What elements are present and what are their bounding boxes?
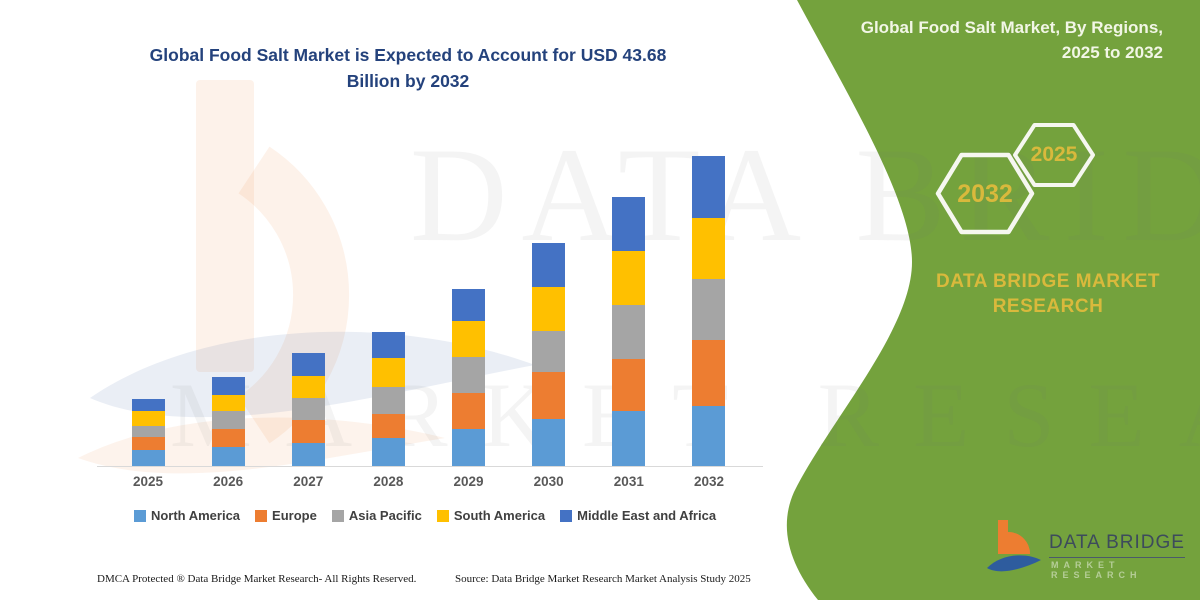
x-axis-label-2026: 2026 <box>213 474 244 489</box>
company-logo-subtitle: MARKET RESEARCH <box>1051 560 1142 580</box>
bar-segment-2031-north-america <box>612 411 646 466</box>
bar-segment-2031-middle-east-and-africa <box>612 196 646 252</box>
brand-name-text: DATA BRIDGE MARKET RESEARCH <box>920 270 1176 319</box>
bar-segment-2030-north-america <box>532 419 566 466</box>
legend-swatch-icon <box>331 509 344 522</box>
bar-segment-2027-middle-east-and-africa <box>291 353 325 376</box>
bar-segment-2025-middle-east-and-africa <box>131 398 165 411</box>
plot-area: 2025 2026 2027 2028 2029 2030 2031 2032 <box>97 156 763 489</box>
bar-2025 <box>131 398 165 466</box>
bar-segment-2031-south-america <box>612 251 646 306</box>
bar-segment-2029-europe <box>452 392 486 430</box>
bar-2032 <box>692 156 726 466</box>
bar-segment-2027-south-america <box>291 375 325 398</box>
footer-source: Source: Data Bridge Market Research Mark… <box>455 573 751 585</box>
company-logo-title: DATA BRIDGE <box>1049 532 1185 558</box>
bar-2027 <box>291 353 325 466</box>
bar-segment-2027-europe <box>291 419 325 444</box>
legend-label: Europe <box>272 508 317 523</box>
bar-segment-2027-north-america <box>291 443 325 466</box>
brand-name-line2: RESEARCH <box>992 295 1104 317</box>
bar-segment-2028-north-america <box>371 437 405 466</box>
bar-segment-2030-europe <box>532 372 566 420</box>
bar-segment-2027-asia-pacific <box>291 397 325 420</box>
bar-segment-2028-europe <box>371 413 405 438</box>
bar-segment-2030-south-america <box>532 287 566 332</box>
bar-segment-2026-europe <box>211 429 245 447</box>
hexagons-graphic <box>935 123 1095 235</box>
bar-segment-2028-asia-pacific <box>371 386 405 414</box>
bar-segment-2025-south-america <box>131 410 165 426</box>
bar-segment-2025-asia-pacific <box>131 425 165 437</box>
legend-label: Asia Pacific <box>348 508 422 523</box>
hexagon-2032-label: 2032 <box>957 180 1013 208</box>
bar-segment-2029-north-america <box>452 429 486 466</box>
legend-item-europe: Europe <box>255 508 317 523</box>
footer-copyright: DMCA Protected ® Data Bridge Market Rese… <box>97 573 417 585</box>
panel-title-line2: 2025 to 2032 <box>1061 42 1163 62</box>
bar-segment-2026-north-america <box>211 446 245 466</box>
company-logo-icon <box>987 520 1041 572</box>
x-axis-label-2030: 2030 <box>533 474 564 489</box>
bar-segment-2030-asia-pacific <box>532 331 566 373</box>
bar-segment-2026-middle-east-and-africa <box>211 376 245 396</box>
x-axis-label-2028: 2028 <box>373 474 404 489</box>
chart-title-line2: Billion by 2032 <box>346 71 470 92</box>
chart-title-line1: Global Food Salt Market is Expected to A… <box>149 45 667 65</box>
legend-item-north-america: North America <box>133 508 241 523</box>
bar-segment-2025-north-america <box>131 450 165 466</box>
bar-segment-2030-middle-east-and-africa <box>532 242 566 288</box>
legend-label: North America <box>150 508 241 523</box>
bar-2029 <box>452 288 486 466</box>
bar-2028 <box>371 331 405 466</box>
legend-label: Middle East and Africa <box>577 508 717 523</box>
bar-2031 <box>612 196 646 466</box>
legend-item-asia-pacific: Asia Pacific <box>331 508 422 523</box>
chart-title: Global Food Salt Market is Expected to A… <box>118 42 698 95</box>
bar-segment-2031-europe <box>612 358 646 412</box>
legend-label: South America <box>453 508 546 523</box>
bar-segment-2032-middle-east-and-africa <box>692 156 726 218</box>
x-axis-label-2027: 2027 <box>293 474 324 489</box>
chart-legend: North America Europe Asia Pacific South Ame… <box>85 508 765 523</box>
bar-segment-2029-asia-pacific <box>452 357 486 393</box>
x-axis-label-2032: 2032 <box>693 474 724 489</box>
bar-segment-2028-south-america <box>371 358 405 387</box>
bar-2026 <box>211 376 245 466</box>
x-axis-label-2025: 2025 <box>132 474 164 489</box>
bar-2030 <box>532 242 566 466</box>
bar-segment-2029-middle-east-and-africa <box>452 288 486 321</box>
legend-item-south-america: South America <box>436 508 546 523</box>
legend-swatch-icon <box>133 509 146 522</box>
panel-title: Global Food Salt Market, By Regions, 202… <box>823 16 1163 65</box>
panel-title-line1: Global Food Salt Market, By Regions, <box>860 18 1163 37</box>
legend-swatch-icon <box>560 509 573 522</box>
company-logo: DATA BRIDGE MARKET RESEARCH <box>985 516 1185 586</box>
bar-segment-2032-asia-pacific <box>692 279 726 341</box>
bar-segment-2028-middle-east-and-africa <box>371 331 405 359</box>
bar-segment-2025-europe <box>131 436 165 451</box>
bar-segment-2032-north-america <box>692 405 726 466</box>
legend-swatch-icon <box>436 509 449 522</box>
watermark-logo-icon <box>78 80 535 474</box>
legend-swatch-icon <box>255 509 268 522</box>
bar-segment-2032-south-america <box>692 217 726 280</box>
brand-name-line1: DATA BRIDGE MARKET <box>936 271 1160 292</box>
legend-item-middle-east-and-africa: Middle East and Africa <box>560 508 716 523</box>
x-axis-label-2029: 2029 <box>453 474 484 489</box>
x-axis-label-2031: 2031 <box>613 474 644 489</box>
bar-segment-2029-south-america <box>452 320 486 358</box>
x-axis-line <box>97 466 763 467</box>
bar-segment-2032-europe <box>692 340 726 406</box>
hexagon-2025-label: 2025 <box>1030 143 1078 166</box>
bar-segment-2026-asia-pacific <box>211 411 245 430</box>
bar-segment-2026-south-america <box>211 395 245 412</box>
bar-segment-2031-asia-pacific <box>612 305 646 359</box>
